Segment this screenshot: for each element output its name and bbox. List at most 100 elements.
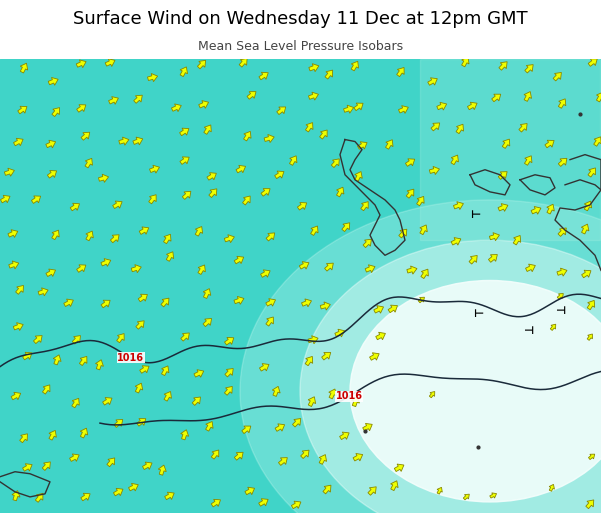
Polygon shape bbox=[354, 103, 363, 111]
Polygon shape bbox=[351, 61, 359, 71]
Polygon shape bbox=[35, 494, 43, 502]
Polygon shape bbox=[407, 266, 417, 274]
Polygon shape bbox=[420, 225, 427, 234]
Polygon shape bbox=[52, 108, 59, 116]
Polygon shape bbox=[498, 204, 508, 211]
Polygon shape bbox=[133, 95, 142, 103]
Polygon shape bbox=[305, 123, 313, 132]
Polygon shape bbox=[163, 234, 171, 244]
Polygon shape bbox=[305, 357, 313, 366]
Polygon shape bbox=[136, 419, 146, 426]
Polygon shape bbox=[344, 105, 353, 113]
Polygon shape bbox=[308, 92, 319, 100]
Polygon shape bbox=[355, 171, 362, 181]
Polygon shape bbox=[96, 360, 103, 370]
Polygon shape bbox=[275, 424, 285, 431]
Polygon shape bbox=[266, 233, 275, 241]
Polygon shape bbox=[492, 94, 501, 102]
Polygon shape bbox=[139, 227, 149, 234]
Polygon shape bbox=[581, 224, 589, 234]
Polygon shape bbox=[302, 299, 311, 307]
Polygon shape bbox=[365, 265, 375, 272]
Polygon shape bbox=[103, 398, 112, 405]
Polygon shape bbox=[258, 499, 268, 506]
Polygon shape bbox=[370, 353, 379, 360]
Polygon shape bbox=[81, 132, 90, 140]
Polygon shape bbox=[81, 494, 90, 501]
Polygon shape bbox=[329, 389, 337, 399]
Polygon shape bbox=[53, 355, 61, 365]
Polygon shape bbox=[259, 72, 268, 80]
Polygon shape bbox=[42, 462, 50, 470]
Text: 1016: 1016 bbox=[336, 391, 363, 401]
Polygon shape bbox=[142, 462, 152, 469]
Polygon shape bbox=[72, 398, 79, 408]
Text: ⊣: ⊣ bbox=[555, 306, 565, 315]
Polygon shape bbox=[299, 262, 309, 269]
Polygon shape bbox=[166, 252, 174, 261]
Polygon shape bbox=[180, 67, 188, 76]
Polygon shape bbox=[398, 106, 408, 113]
Polygon shape bbox=[150, 165, 159, 173]
Polygon shape bbox=[368, 487, 376, 495]
Polygon shape bbox=[165, 492, 174, 500]
Polygon shape bbox=[276, 107, 285, 114]
Polygon shape bbox=[20, 63, 28, 73]
Polygon shape bbox=[101, 259, 111, 266]
Polygon shape bbox=[353, 453, 362, 461]
Polygon shape bbox=[72, 336, 81, 344]
Polygon shape bbox=[358, 142, 367, 149]
Polygon shape bbox=[557, 293, 563, 299]
Polygon shape bbox=[374, 306, 383, 313]
Polygon shape bbox=[31, 196, 41, 204]
Polygon shape bbox=[81, 428, 88, 438]
Polygon shape bbox=[16, 285, 23, 294]
Polygon shape bbox=[77, 105, 86, 112]
Text: ⊣: ⊣ bbox=[523, 326, 533, 336]
Polygon shape bbox=[207, 173, 216, 180]
Polygon shape bbox=[261, 270, 270, 278]
Polygon shape bbox=[182, 191, 191, 200]
Polygon shape bbox=[180, 157, 189, 164]
Polygon shape bbox=[558, 228, 566, 236]
Polygon shape bbox=[451, 238, 461, 245]
Polygon shape bbox=[234, 297, 244, 304]
Polygon shape bbox=[86, 231, 93, 241]
Polygon shape bbox=[469, 255, 477, 264]
Polygon shape bbox=[558, 159, 567, 166]
Polygon shape bbox=[114, 420, 123, 427]
Polygon shape bbox=[117, 333, 124, 343]
Text: Mean Sea Level Pressure Isobars: Mean Sea Level Pressure Isobars bbox=[198, 40, 403, 52]
Polygon shape bbox=[243, 196, 250, 205]
Polygon shape bbox=[588, 168, 596, 177]
Polygon shape bbox=[361, 202, 368, 211]
Polygon shape bbox=[311, 226, 318, 235]
Polygon shape bbox=[293, 419, 300, 427]
Polygon shape bbox=[363, 239, 371, 248]
Polygon shape bbox=[43, 385, 50, 394]
Polygon shape bbox=[199, 101, 209, 108]
Polygon shape bbox=[48, 77, 58, 85]
Polygon shape bbox=[513, 235, 520, 245]
Polygon shape bbox=[502, 139, 510, 148]
Ellipse shape bbox=[350, 281, 601, 502]
Polygon shape bbox=[12, 490, 20, 501]
Polygon shape bbox=[131, 265, 141, 273]
Polygon shape bbox=[245, 487, 255, 495]
Polygon shape bbox=[260, 364, 269, 371]
Polygon shape bbox=[181, 333, 189, 341]
Polygon shape bbox=[376, 332, 385, 340]
Polygon shape bbox=[352, 397, 359, 407]
Polygon shape bbox=[587, 301, 594, 310]
Polygon shape bbox=[524, 92, 531, 102]
Polygon shape bbox=[192, 397, 201, 405]
Polygon shape bbox=[362, 423, 372, 431]
Polygon shape bbox=[551, 324, 556, 330]
Polygon shape bbox=[291, 501, 301, 509]
Text: ⊢: ⊢ bbox=[470, 210, 480, 220]
Polygon shape bbox=[225, 368, 233, 377]
Polygon shape bbox=[49, 430, 56, 440]
Polygon shape bbox=[224, 234, 234, 243]
Polygon shape bbox=[337, 187, 344, 197]
Polygon shape bbox=[239, 58, 247, 67]
